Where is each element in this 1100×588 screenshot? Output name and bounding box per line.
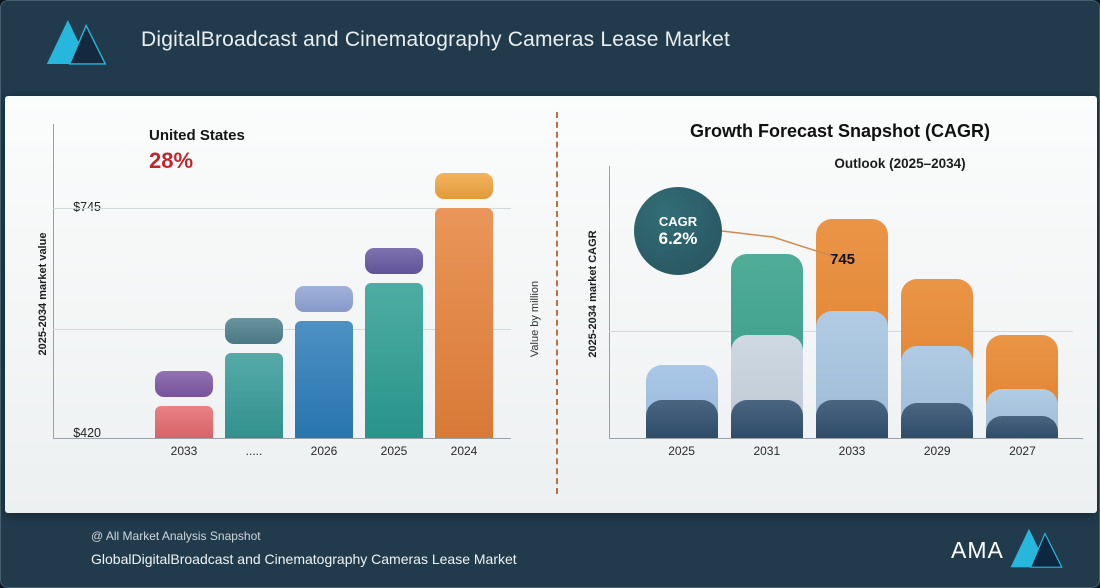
y-tick-label-420: $420 [73,426,101,440]
callout-connector-line [721,230,836,258]
bar [365,282,423,438]
bar [295,321,353,438]
right-y-axis-label: 2025-2034 market CAGR [587,230,599,358]
right-x-axis-labels: 2025 2031 2033 2029 2027 [639,444,1065,458]
gridline-745 [53,208,511,209]
ama-footer-logo-icon [1010,528,1063,568]
page-title: DigitalBroadcast and Cinematography Came… [141,28,730,51]
left-bar-plot [53,161,511,438]
bar-column-..... [219,161,289,438]
bar-cap [155,371,213,398]
x-tick-label: 2025 [668,444,695,458]
bar-segment [901,402,974,438]
cagr-badge: CAGR 6.2% [634,187,722,275]
region-label: United States [149,127,245,144]
bar-column-2026 [289,161,359,438]
left-y-axis-line [53,124,54,438]
bar-cap [295,286,353,313]
stacked-bar-2025 [639,168,724,438]
bar-column-2024 [429,161,499,438]
right-chart-subtitle: Outlook (2025–2034) [834,156,966,171]
growth-percent-value: 28% [149,148,194,173]
stacked-bar-2031 [724,168,809,438]
bar [155,406,213,438]
cagr-badge-value: 6.2% [658,228,698,248]
stacked-bar-2033: 745 [809,168,894,438]
bar-cap [365,247,423,274]
charts-panel: 2025-2034 market value United States 28%… [5,96,1097,513]
header: DigitalBroadcast and Cinematography Came… [1,1,1099,96]
x-tick-label: 2029 [923,444,951,458]
y-tick-label-745: $745 [73,200,101,214]
bar-segment [730,400,803,438]
cagr-badge-label: CAGR [658,213,698,229]
x-tick-label: 2024 [450,444,478,458]
x-tick-label: 2025 [380,444,408,458]
bar-segment [816,400,888,438]
right-y-axis-line [609,166,610,438]
right-bar-plot: 745 [609,168,1073,438]
footer: @ All Market Analysis Snapshot GlobalDig… [1,513,1099,587]
bar [225,353,283,438]
left-x-axis-labels: 2033..... 2026 2025 2024 [149,444,499,458]
right-chart-title: Growth Forecast Snapshot (CAGR) [689,121,990,141]
x-tick-label: 2033 [170,444,198,458]
x-tick-label: 2031 [753,444,781,458]
brand-text: AMA [951,537,1004,563]
x-tick-label: 2026 [310,444,338,458]
stacked-bar-2027 [980,168,1065,438]
bar-cap [435,173,493,200]
left-y-axis-label: 2025-2034 market value [37,232,49,356]
bar [435,208,493,438]
footer-title: GlobalDigitalBroadcast and Cinematograph… [91,551,517,567]
panel-divider [556,112,558,494]
x-tick-label: 2033 [838,444,866,458]
x-tick-label: 2027 [1009,444,1036,458]
value-by-million-label: Value by million [529,280,541,358]
bar-segment [645,400,718,438]
bar-column-2033 [149,161,219,438]
right-x-axis-line [609,438,1083,439]
left-x-axis-line [53,438,511,439]
x-tick-label: ..... [245,444,263,458]
bar-segment [986,416,1059,438]
stacked-bar-2029 [895,168,980,438]
footer-note: @ All Market Analysis Snapshot [91,529,261,543]
ama-logo-icon [46,20,107,65]
bar-column-2025 [359,161,429,438]
bar-cap [225,318,283,345]
bar-data-label: 745 [830,250,856,268]
